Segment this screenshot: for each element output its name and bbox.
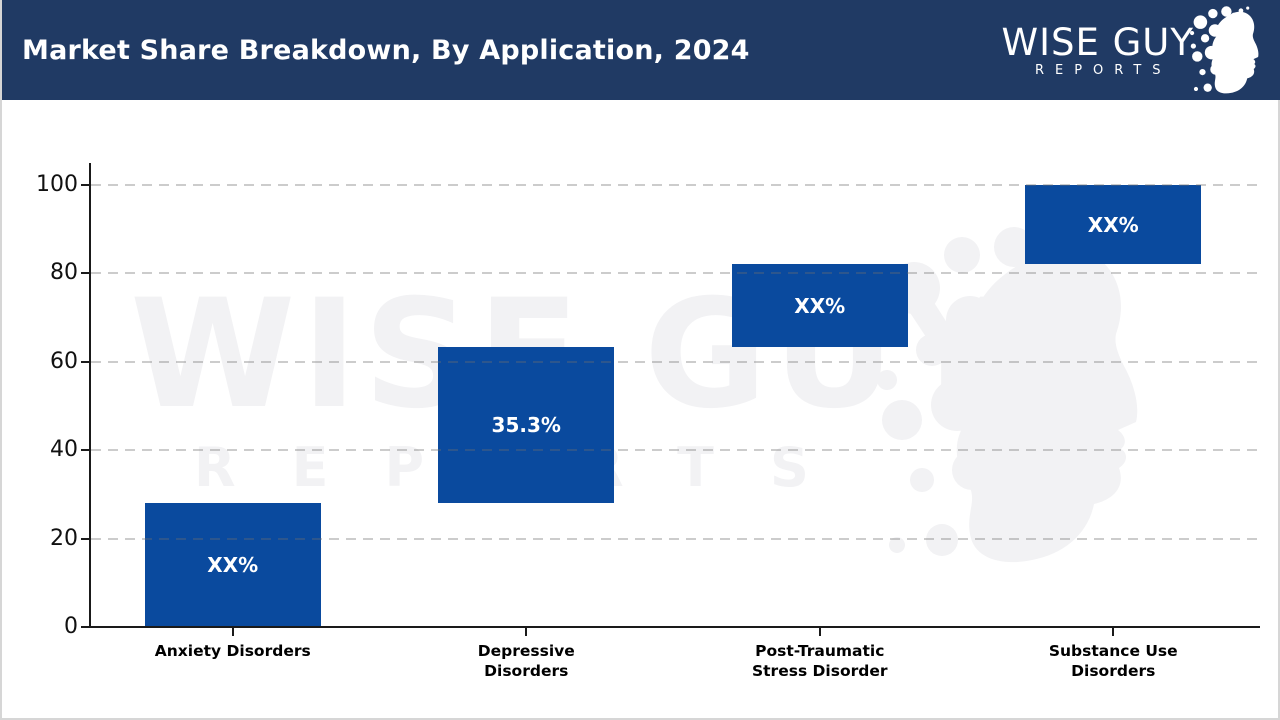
bar-value-label: 35.3% [491,412,561,437]
gridline-100 [91,184,1258,187]
bar-segment: XX% [731,264,908,347]
x-category-label: Post-Traumatic Stress Disorder [751,642,888,680]
x-tick-mark [1112,628,1115,636]
x-tick-mark [231,628,234,636]
y-tick-mark-60 [81,360,90,363]
page-title: Market Share Breakdown, By Application, … [22,34,750,66]
bar-segment: XX% [1025,185,1202,265]
gridline-40 [91,449,1258,452]
logo-head-icon [1190,5,1259,93]
x-category-label: Depressive Disorders [477,642,575,680]
gridline-60 [91,360,1258,363]
bar-value-label: XX% [207,552,259,577]
y-tick-label-100: 100 [36,172,78,198]
y-tick-label-80: 80 [50,260,78,286]
x-category-label: Anxiety Disorders [154,642,311,660]
watermark-head-icon [874,227,1138,563]
bar-value-label: XX% [794,293,846,318]
header-bar: Market Share Breakdown, By Application, … [2,0,1280,100]
y-tick-label-40: 40 [50,437,78,463]
y-tick-label-60: 60 [50,348,78,374]
y-tick-mark-0 [81,626,90,628]
gridline-20 [91,537,1258,540]
logo-wordmark: WISE GUY [1001,20,1194,64]
x-tick-mark [818,628,821,636]
y-tick-mark-20 [81,537,90,540]
y-tick-mark-40 [81,449,90,452]
bar-value-label: XX% [1087,212,1139,237]
wiseguy-logo: WISE GUY REPORTS [1002,5,1268,96]
y-tick-label-0: 0 [64,614,78,639]
logo-subtitle: REPORTS [1034,62,1172,78]
gridline-80 [91,272,1258,275]
y-axis-line [89,163,91,628]
bar-segment: XX% [144,502,321,627]
bar-segment: 35.3% [438,346,615,503]
y-tick-label-20: 20 [50,525,78,551]
x-tick-mark [525,628,528,636]
y-tick-mark-100 [81,184,90,187]
x-category-label: Substance Use Disorders [1048,642,1178,680]
y-tick-mark-80 [81,272,90,275]
x-axis-line [88,626,1260,628]
logo-text: WISE GUY REPORTS [1002,24,1194,77]
